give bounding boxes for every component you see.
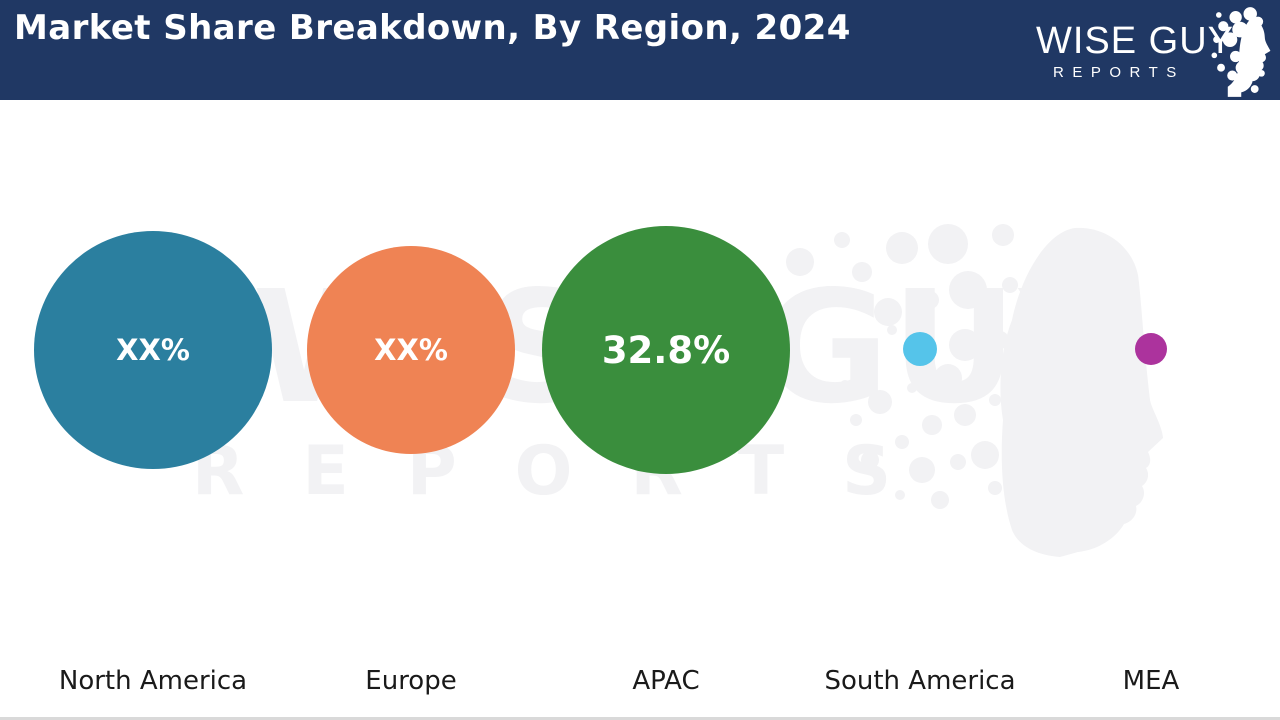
bubble-mea[interactable] — [1135, 333, 1167, 365]
category-label-north-america: North America — [58, 666, 248, 696]
logo-wordmark: WISE GUY — [1036, 20, 1235, 62]
wise-guy-logo: WISE GUY REPORTS — [1036, 7, 1274, 97]
bubble-south-america[interactable] — [903, 332, 937, 366]
logo-head-icon — [1211, 7, 1271, 97]
bubble-value-north-america: XX% — [116, 333, 190, 367]
category-label-apac: APAC — [632, 666, 700, 696]
category-label-mea: MEA — [1122, 666, 1180, 696]
bubble-value-europe: XX% — [374, 333, 448, 367]
bubble-north-america[interactable]: XX% — [34, 231, 272, 469]
page-title: Market Share Breakdown, By Region, 2024 — [14, 8, 851, 48]
bubble-value-apac: 32.8% — [601, 328, 731, 372]
logo-subtext: REPORTS — [1053, 64, 1185, 81]
bottom-edge-divider — [0, 717, 1280, 720]
bubble-chart: WISE GUY REPORTS XX%XX%32.8% North Ameri… — [0, 100, 1280, 720]
category-label-europe: Europe — [365, 666, 457, 696]
bubble-apac[interactable]: 32.8% — [542, 226, 790, 474]
watermark-subtext: REPORTS — [192, 432, 950, 511]
bubble-europe[interactable]: XX% — [307, 246, 515, 454]
header-bar: Market Share Breakdown, By Region, 2024 … — [0, 0, 1280, 100]
category-label-south-america: South America — [824, 666, 1016, 696]
